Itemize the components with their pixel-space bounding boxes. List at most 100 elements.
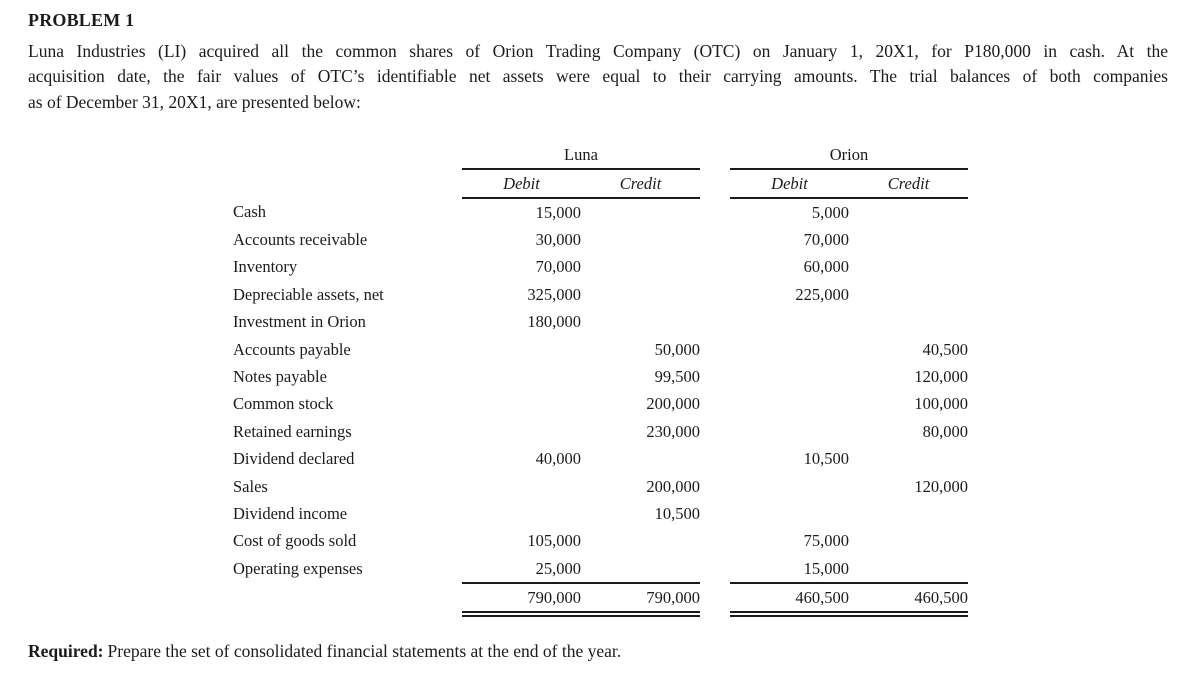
spacer-cell [700, 555, 730, 583]
luna-debit-value: 180,000 [527, 312, 581, 332]
luna-credit-value [581, 226, 700, 253]
account-label: Dividend income [233, 503, 348, 523]
luna-debit-header: Debit [462, 169, 581, 199]
luna-debit-value: 70,000 [535, 257, 581, 277]
luna-debit-value: 30,000 [535, 230, 581, 250]
required-text: Prepare the set of consolidated financia… [107, 641, 622, 661]
spacer-cell [700, 446, 730, 473]
luna-credit-total: 790,000 [581, 583, 700, 618]
spacer-cell [700, 336, 730, 363]
company-header-row: Luna Orion [233, 141, 968, 170]
table-row: Operating expenses 25,000 15,000 [233, 555, 968, 585]
luna-credit-value: 200,000 [646, 476, 700, 496]
orion-debit-header: Debit [730, 169, 849, 199]
spacer-cell [700, 198, 730, 226]
table-row: Notes payable 99,500 120,000 [233, 363, 968, 390]
orion-credit-value [849, 555, 968, 585]
empty-cell [233, 583, 462, 614]
account-label: Operating expenses [233, 559, 363, 579]
account-label: Retained earnings [233, 421, 352, 441]
account-label: Sales [233, 476, 268, 496]
orion-debit-value [730, 336, 849, 363]
spacer-cell [700, 141, 730, 169]
problem-title: PROBLEM 1 [28, 10, 135, 30]
orion-credit-value [849, 500, 968, 527]
orion-credit-value [849, 446, 968, 473]
luna-credit-value: 10,500 [654, 503, 700, 523]
spacer-cell [700, 500, 730, 527]
account-label: Depreciable assets, net [233, 284, 384, 304]
spacer-cell [700, 363, 730, 390]
luna-debit-value [462, 418, 581, 445]
luna-debit-value: 25,000 [462, 555, 581, 585]
orion-credit-value [849, 281, 968, 308]
spacer-cell [700, 528, 730, 555]
table-row: Dividend income 10,500 [233, 500, 968, 527]
orion-debit-value: 75,000 [803, 531, 849, 551]
spacer-cell [700, 226, 730, 253]
table-row: Accounts payable 50,000 40,500 [233, 336, 968, 363]
paragraph-line: as of December 31, 20X1, are presented b… [28, 91, 361, 112]
orion-debit-value: 5,000 [811, 202, 849, 222]
spacer-cell [700, 254, 730, 281]
luna-debit-value: 40,000 [535, 449, 581, 469]
account-label: Investment in Orion [233, 312, 366, 332]
orion-debit-total: 460,500 [730, 583, 849, 618]
luna-debit-value [462, 500, 581, 527]
luna-credit-value: 50,000 [654, 339, 700, 359]
account-label: Dividend declared [233, 449, 355, 469]
account-label: Accounts receivable [233, 230, 368, 250]
account-label: Common stock [233, 394, 334, 414]
orion-debit-value: 70,000 [803, 230, 849, 250]
table-row: Retained earnings 230,000 80,000 [233, 418, 968, 445]
company-header-luna: Luna [462, 141, 700, 170]
orion-debit-value [730, 418, 849, 445]
orion-credit-value: 100,000 [914, 394, 968, 414]
account-label: Cost of goods sold [233, 531, 357, 551]
luna-credit-value: 99,500 [654, 367, 700, 387]
orion-credit-value [849, 226, 968, 253]
orion-credit-total: 460,500 [849, 583, 968, 618]
spacer-cell [700, 583, 730, 614]
luna-credit-value: 230,000 [646, 421, 700, 441]
table-row: Depreciable assets, net 325,000 225,000 [233, 281, 968, 308]
table-row: Dividend declared 40,000 10,500 [233, 446, 968, 473]
orion-debit-value: 60,000 [803, 257, 849, 277]
luna-debit-value [462, 336, 581, 363]
luna-debit-value [462, 363, 581, 390]
orion-credit-value: 40,500 [922, 339, 968, 359]
orion-credit-value: 120,000 [914, 367, 968, 387]
account-label: Inventory [233, 257, 298, 277]
table-row: Common stock 200,000 100,000 [233, 391, 968, 418]
table-row: Sales 200,000 120,000 [233, 473, 968, 500]
spacer-cell [700, 473, 730, 500]
luna-debit-value: 105,000 [527, 531, 581, 551]
luna-credit-value [581, 555, 700, 585]
spacer-cell [700, 169, 730, 198]
table-row: Accounts receivable 30,000 70,000 [233, 226, 968, 253]
orion-debit-value: 15,000 [730, 555, 849, 585]
spacer-cell [700, 391, 730, 418]
empty-cell [233, 141, 462, 169]
required-line: Required: Prepare the set of consolidated… [28, 641, 621, 662]
orion-credit-value: 80,000 [922, 421, 968, 441]
orion-credit-header: Credit [849, 169, 968, 199]
orion-credit-value [849, 254, 968, 281]
luna-credit-value [581, 309, 700, 336]
luna-debit-total: 790,000 [462, 583, 581, 618]
paragraph-line: Luna Industries (LI) acquired all the co… [28, 41, 1168, 61]
orion-debit-value [730, 309, 849, 336]
required-label: Required: [28, 641, 104, 661]
orion-credit-value [849, 528, 968, 555]
luna-debit-value: 15,000 [535, 202, 581, 222]
paragraph-line: acquisition date, the fair values of OTC… [28, 66, 1168, 87]
account-label: Notes payable [233, 367, 327, 387]
orion-debit-value [730, 363, 849, 390]
luna-credit-value [581, 281, 700, 308]
column-header-row: Debit Credit Debit Credit [233, 169, 968, 199]
orion-credit-value [849, 198, 968, 226]
trial-balance-table: Luna Orion Debit Credit Debit Credit Cas… [233, 141, 968, 618]
orion-credit-value: 120,000 [914, 476, 968, 496]
totals-row: 790,000 790,000 460,500 460,500 [233, 583, 968, 618]
